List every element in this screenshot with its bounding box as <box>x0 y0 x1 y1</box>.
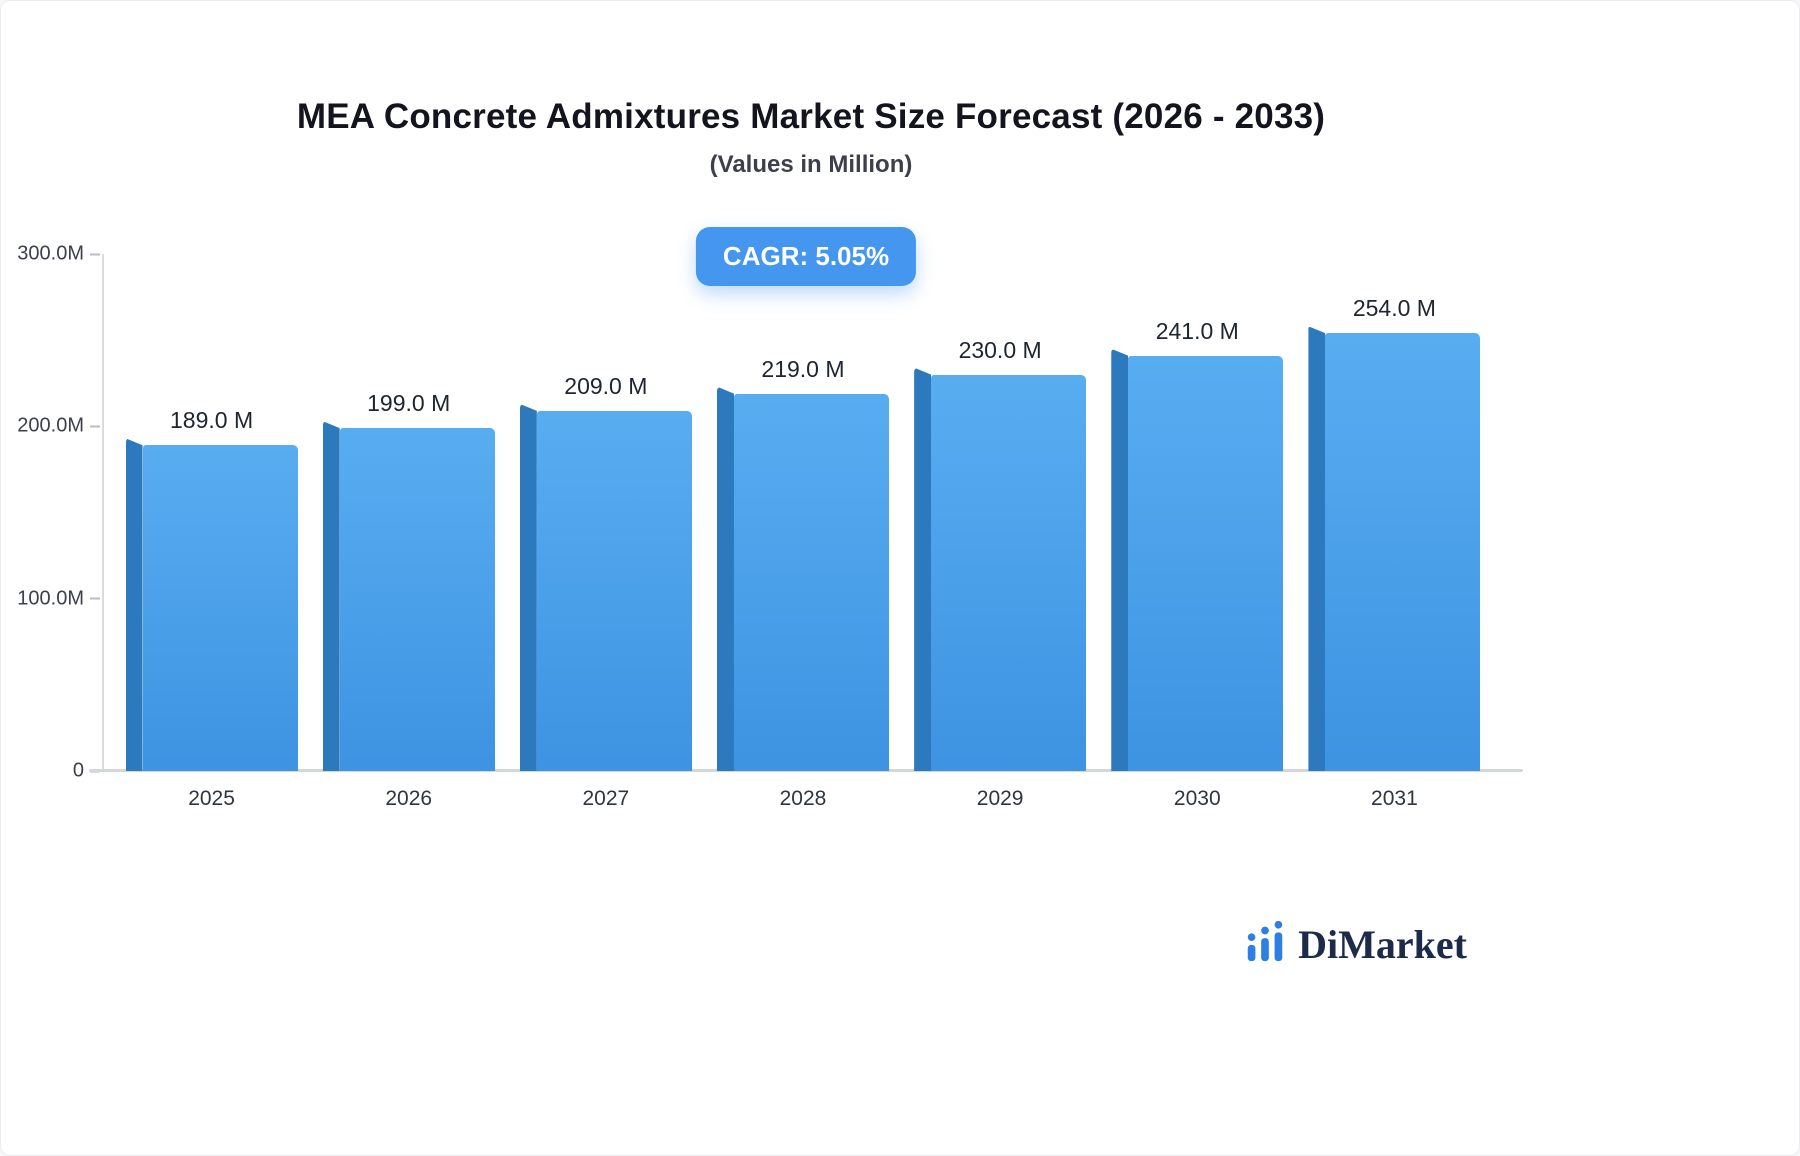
cagr-badge: CAGR: 5.05% <box>695 227 917 286</box>
bar-side-face <box>1111 348 1129 771</box>
bar-value-label: 199.0 M <box>367 390 451 417</box>
x-axis-label: 2030 <box>1173 787 1221 810</box>
bar-front-face <box>1128 355 1284 771</box>
bar-side-face <box>519 403 537 771</box>
bar-2027: 209.0 M <box>519 373 692 771</box>
bar-side-face <box>716 386 734 771</box>
bar-value-label: 219.0 M <box>761 355 845 382</box>
x-axis-labels: 2025 2026 2027 2028 2029 2030 2031 <box>113 787 1493 811</box>
bar-value-label: 230.0 M <box>958 336 1042 363</box>
y-tick-label: 100.0M <box>17 587 84 610</box>
bar-value-label: 254.0 M <box>1352 295 1436 322</box>
bar-group: 219.0 M <box>704 254 901 771</box>
x-axis-label: 2027 <box>582 787 630 810</box>
x-axis-label: 2025 <box>188 787 235 810</box>
bar-2025: 189.0 M <box>125 407 298 771</box>
chart-subtitle: (Values in Million) <box>709 151 913 178</box>
bar-group: 199.0 M <box>310 254 507 771</box>
y-tick-label: 200.0M <box>17 414 84 437</box>
bar-front-face <box>142 445 298 771</box>
x-axis-label: 2031 <box>1371 787 1418 810</box>
bar-group: 209.0 M <box>507 254 704 771</box>
x-axis-label: 2028 <box>779 787 827 810</box>
bar-group: 230.0 M <box>902 254 1099 771</box>
brand-logo: DiMarket <box>1242 919 1467 965</box>
y-axis-line <box>102 254 104 771</box>
bar-group: 241.0 M <box>1099 254 1296 771</box>
bar-value-label: 189.0 M <box>170 407 254 434</box>
brand-logo-text: DiMarket <box>1298 922 1467 967</box>
bar-2031: 254.0 M <box>1308 295 1481 771</box>
bar-front-face <box>931 374 1087 771</box>
bar-2026: 199.0 M <box>322 390 495 771</box>
bar-group: 254.0 M <box>1296 254 1493 771</box>
y-tick-mark <box>90 425 100 428</box>
y-tick: 300.0M <box>17 243 100 266</box>
plot-area: 189.0 M 199.0 M 209.0 M 219.0 M 230.0 M 241.0… <box>113 254 1493 771</box>
y-tick: 200.0M <box>17 415 100 438</box>
bar-front-face <box>536 410 692 771</box>
bar-2028: 219.0 M <box>716 356 889 771</box>
bar-front-face <box>733 393 889 771</box>
bar-front-face <box>339 428 495 771</box>
y-tick-label: 300.0M <box>17 242 84 265</box>
x-axis-label: 2029 <box>976 787 1024 810</box>
bar-side-face <box>914 367 932 771</box>
bar-value-label: 209.0 M <box>564 372 648 399</box>
x-axis-label: 2026 <box>385 787 433 810</box>
bar-value-label: 241.0 M <box>1155 317 1239 344</box>
y-tick-mark <box>90 597 100 600</box>
bar-side-face <box>1308 326 1326 771</box>
bar-2030: 241.0 M <box>1111 318 1284 771</box>
chart-title: MEA Concrete Admixtures Market Size Fore… <box>296 97 1326 136</box>
bar-front-face <box>1325 333 1481 771</box>
y-axis-ticks: 300.0M 200.0M 100.0M 0 <box>1 243 100 782</box>
bar-group: 189.0 M <box>113 254 310 771</box>
bar-side-face <box>125 438 143 771</box>
bar-2029: 230.0 M <box>914 337 1087 771</box>
y-tick-mark <box>90 253 100 255</box>
bar-side-face <box>322 421 340 771</box>
y-tick: 100.0M <box>17 587 100 610</box>
y-tick-label: 0 <box>72 759 84 782</box>
bar-chart: 300.0M 200.0M 100.0M 0 189.0 M 199.0 M 209.0 … <box>1 231 1799 871</box>
bar-chart-logo-icon <box>1247 920 1283 962</box>
